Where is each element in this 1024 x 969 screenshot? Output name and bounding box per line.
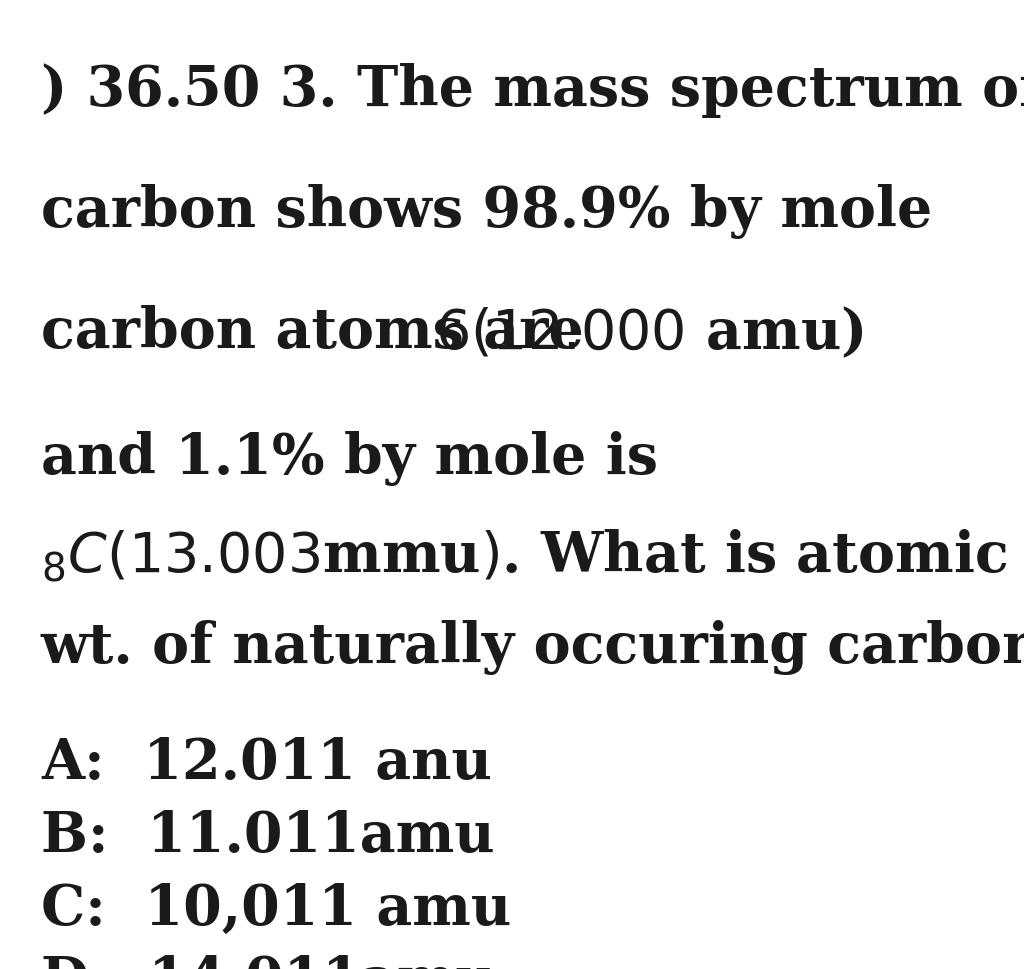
Text: $6(12.000$ amu): $6(12.000$ amu)	[435, 305, 863, 360]
Text: and 1.1% by mole is: and 1.1% by mole is	[41, 431, 658, 486]
Text: carbon atoms are: carbon atoms are	[41, 305, 603, 360]
Text: $_8C(13.003\mathregular{mmu})$. What is atomic: $_8C(13.003\mathregular{mmu})$. What is …	[41, 528, 1008, 583]
Text: carbon shows 98.9% by mole: carbon shows 98.9% by mole	[41, 184, 932, 239]
Text: A:  12.011 anu: A: 12.011 anu	[41, 736, 492, 792]
Text: wt. of naturally occuring carbon.: wt. of naturally occuring carbon.	[41, 620, 1024, 675]
Text: B:  11.011amu: B: 11.011amu	[41, 809, 495, 864]
Text: C:  10,011 amu: C: 10,011 amu	[41, 882, 511, 937]
Text: ) 36.50 3. The mass spectrum of: ) 36.50 3. The mass spectrum of	[41, 63, 1024, 118]
Text: D:  14.011amu: D: 14.011amu	[41, 954, 496, 969]
